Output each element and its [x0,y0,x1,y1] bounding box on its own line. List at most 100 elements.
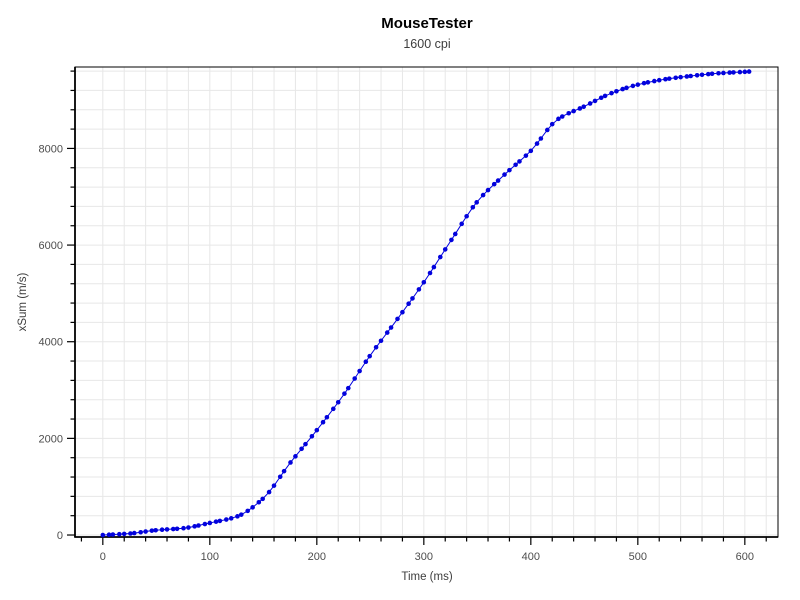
data-point [357,368,362,374]
data-point [224,517,229,522]
data-point [452,231,458,237]
data-point [549,121,555,127]
data-point [517,159,522,164]
data-point [495,178,501,183]
data-point [609,90,614,96]
data-point [645,80,651,85]
grid-lines [75,67,778,537]
data-point [260,496,265,502]
data-point [470,205,476,210]
data-point [363,359,369,365]
data-point [721,70,726,76]
data-point [410,296,415,301]
data-point [288,460,293,465]
data-point [581,104,586,109]
data-point [688,73,693,79]
data-point [592,98,598,104]
x-tick-label: 400 [522,551,540,563]
data-point [143,529,148,534]
data-point [373,345,379,350]
data-point [684,74,690,79]
data-point [507,167,512,173]
data-point [192,524,197,529]
data-point [277,474,283,480]
data-point [421,279,427,285]
data-point [106,532,112,538]
data-point [513,162,518,168]
data-point [100,532,106,538]
data-point [303,441,308,447]
data-point [523,153,529,158]
data-point [314,427,320,433]
data-point [320,419,326,425]
data-point [342,391,347,396]
data-point [213,519,219,524]
data-point [128,531,133,536]
data-point [485,187,491,193]
data-point [556,116,561,122]
data-point [170,526,176,532]
data-point [545,127,550,133]
data-point [598,95,604,101]
data-point [217,518,223,524]
data-point [256,499,262,505]
data-point [673,75,679,81]
data-point [538,136,544,141]
data-point [235,514,240,519]
data-point [459,221,465,227]
data-point [737,69,743,75]
data-point [345,385,351,391]
data-point [131,530,137,536]
data-point [271,483,277,488]
data-point [577,106,583,111]
data-point [630,83,636,89]
data-point [449,237,454,243]
data-point [228,516,234,521]
data-point [159,527,165,533]
y-tick-label: 0 [57,530,63,542]
chart-title: MouseTester [381,15,473,32]
data-point [266,489,272,495]
data-point [149,528,155,533]
x-axis-title: Time (ms) [401,571,452,583]
data-point [427,270,433,276]
data-point [534,141,540,146]
data-point [694,72,700,78]
data-point [502,172,507,177]
data-point [352,376,358,381]
data-point [299,446,304,452]
data-point [431,264,437,270]
data-point [416,287,422,292]
y-tick-label: 2000 [39,433,63,445]
data-point [117,531,122,537]
data-point [464,213,469,219]
data-point [378,338,384,344]
y-axis-title: xSum (m/s) [17,272,29,331]
data-point [442,247,448,252]
axis-ticks [67,70,767,545]
data-point [250,505,255,510]
plot-area-border [74,66,779,538]
x-tick-label: 500 [629,551,647,563]
data-point [559,114,565,119]
data-point [491,181,497,187]
data-point [656,77,662,83]
data-point [709,71,715,77]
data-point [138,529,143,535]
data-point [186,525,191,530]
data-point [528,148,534,154]
data-point [635,82,641,87]
data-point [309,434,315,439]
data-point [293,454,298,459]
data-point [641,80,647,86]
chart-subtitle: 1600 cpi [403,37,450,51]
data-point [174,526,180,532]
data-point [395,316,400,322]
data-point [207,520,213,526]
data-point [571,108,576,114]
data-point [666,76,672,81]
data-point [731,70,736,75]
data-point [367,353,372,359]
